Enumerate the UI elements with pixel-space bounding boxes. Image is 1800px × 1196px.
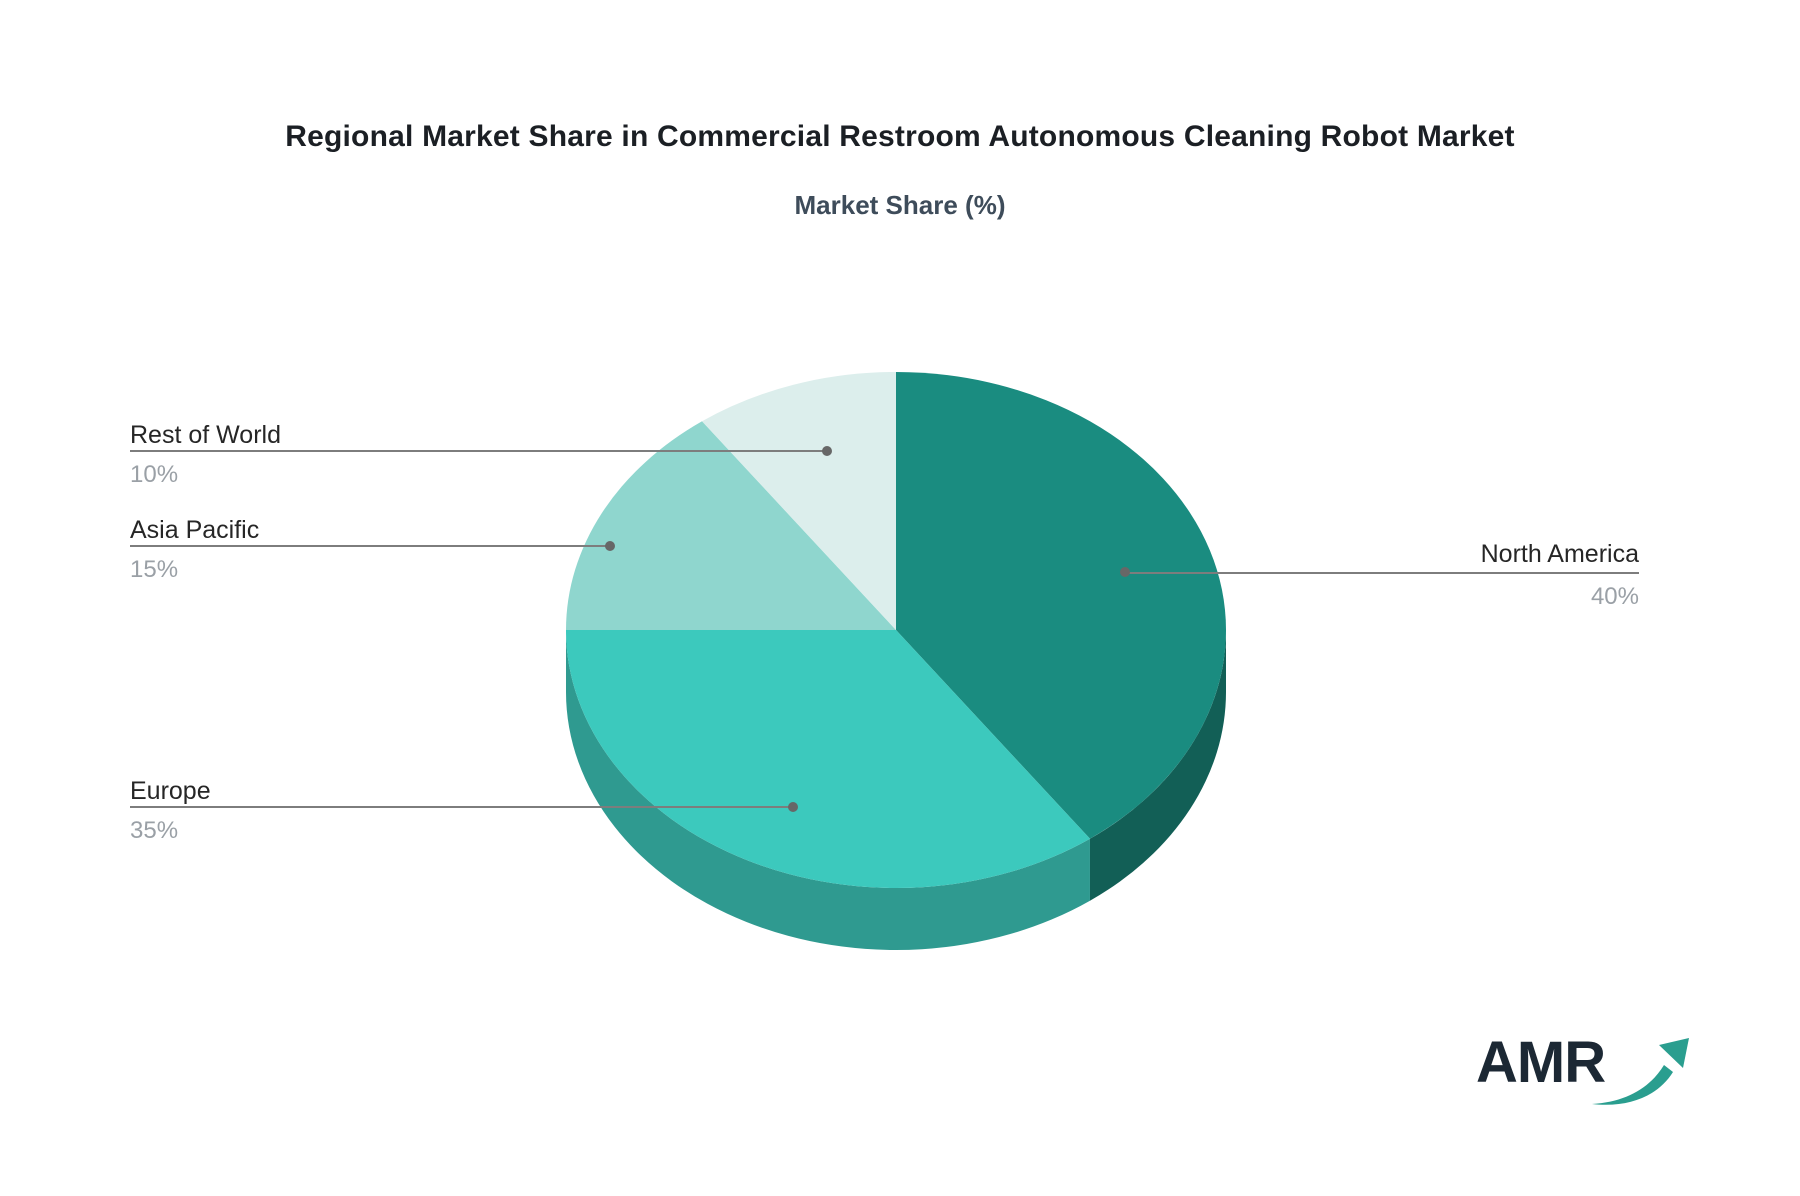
chart-title: Regional Market Share in Commercial Rest… (285, 120, 1515, 153)
chart-subtitle: Market Share (%) (794, 190, 1006, 220)
pie-slice-side-europe (566, 630, 1090, 950)
slice-label-north-america: North America (1480, 540, 1639, 568)
pie-slice-asia-pacific[interactable] (566, 421, 896, 630)
brand-logo: AMR (1476, 1030, 1689, 1112)
slice-value-rest-of-world: 10% (130, 461, 179, 488)
callout-line-europe (130, 806, 793, 808)
callout-line-rest-of-world (130, 450, 827, 452)
pie-slice-europe[interactable] (566, 630, 1090, 888)
slice-label-europe: Europe (130, 777, 211, 805)
brand-logo-text: AMR (1476, 1030, 1606, 1095)
slice-value-europe: 35% (130, 817, 179, 844)
pie-slice-rest-of-world[interactable] (702, 372, 896, 630)
slice-value-asia-pacific: 15% (130, 556, 179, 583)
trend-arrow-icon (1592, 1038, 1689, 1105)
callout-dot-asia-pacific (605, 541, 615, 551)
callout-dot-europe (788, 802, 798, 812)
callout-dot-rest-of-world (822, 446, 832, 456)
slice-value-north-america: 40% (1590, 583, 1639, 610)
callout-line-asia-pacific (130, 545, 610, 547)
slice-label-rest-of-world: Rest of World (130, 421, 281, 449)
callout-dot-north-america (1120, 567, 1130, 577)
callout-line-north-america (1125, 572, 1639, 574)
pie-slice-side-north-america (1089, 630, 1226, 901)
pie-slice-north-america[interactable] (896, 372, 1226, 839)
slice-label-asia-pacific: Asia Pacific (130, 516, 260, 544)
